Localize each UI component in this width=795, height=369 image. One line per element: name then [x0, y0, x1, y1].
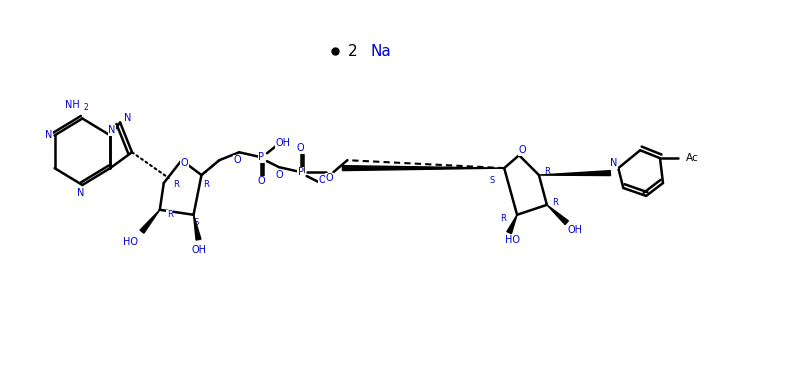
Text: N: N [45, 130, 52, 140]
Text: N: N [77, 188, 84, 198]
Text: R: R [544, 166, 550, 176]
Text: N: N [108, 125, 116, 135]
Text: Na: Na [370, 44, 391, 59]
Polygon shape [539, 170, 611, 176]
Text: R: R [167, 210, 173, 219]
Text: R: R [500, 214, 506, 223]
Text: P: P [258, 152, 264, 162]
Text: O: O [275, 170, 283, 180]
Text: Ac: Ac [686, 153, 699, 163]
Text: OH: OH [567, 225, 582, 235]
Text: N: N [124, 113, 132, 123]
Text: HO: HO [505, 235, 520, 245]
Text: 2: 2 [84, 103, 89, 112]
Polygon shape [547, 205, 568, 225]
Text: HO: HO [122, 237, 138, 246]
Text: OH: OH [275, 138, 290, 148]
Text: NH: NH [65, 100, 80, 110]
Polygon shape [507, 215, 517, 234]
Text: 2: 2 [348, 44, 358, 59]
Text: R: R [173, 180, 179, 190]
Polygon shape [343, 166, 504, 170]
Polygon shape [193, 215, 201, 240]
Text: P: P [298, 167, 304, 177]
Text: O: O [518, 145, 525, 155]
Text: OH: OH [318, 175, 333, 185]
Text: S: S [194, 218, 200, 227]
Text: O: O [326, 173, 333, 183]
Polygon shape [140, 210, 160, 233]
Text: O: O [234, 155, 241, 165]
Text: N: N [610, 158, 617, 168]
Text: S: S [490, 176, 495, 184]
Text: O: O [180, 158, 188, 168]
Text: R: R [552, 199, 558, 207]
Text: O: O [297, 143, 304, 153]
Text: O: O [258, 176, 265, 186]
Text: OH: OH [191, 245, 206, 255]
Text: R: R [204, 180, 209, 190]
